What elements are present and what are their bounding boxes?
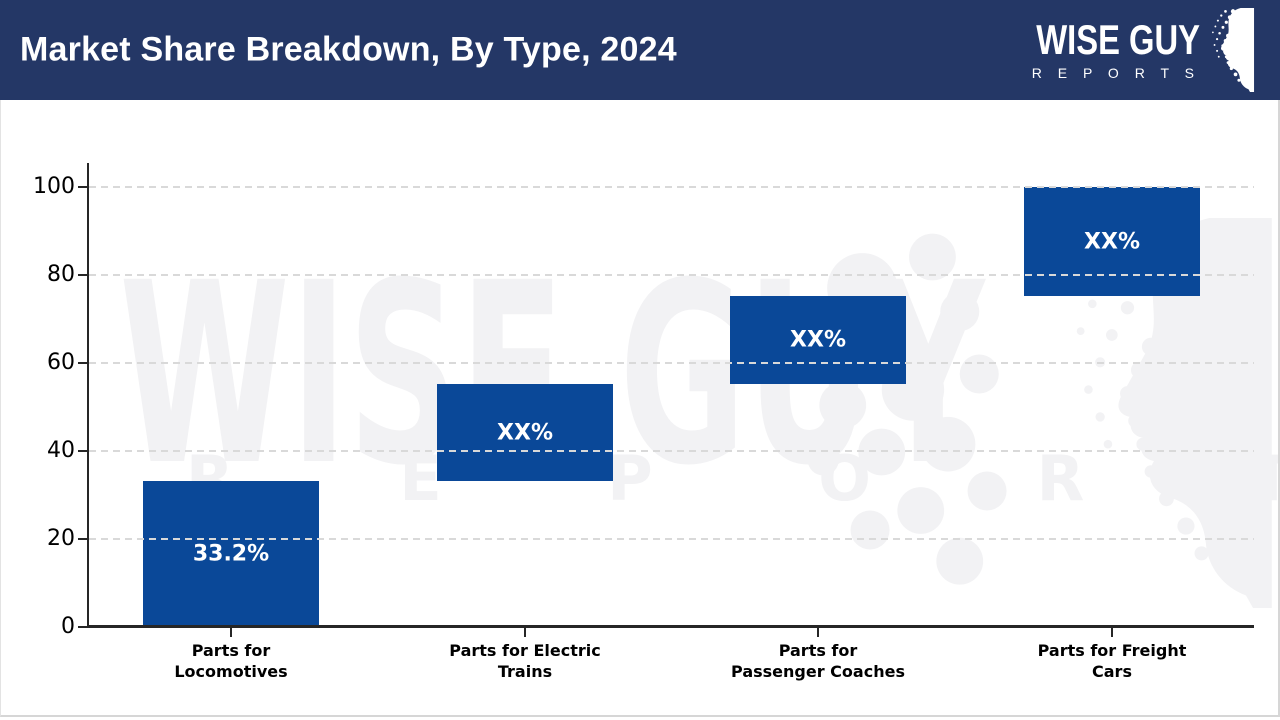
gridline-y-40 [89, 450, 1254, 452]
x-category-label: Parts for Electric Trains [449, 641, 601, 682]
y-tick-mark [78, 538, 87, 540]
bar-segment [1024, 187, 1200, 297]
header-bar: Market Share Breakdown, By Type, 2024 WI… [0, 0, 1280, 100]
x-category-label: Parts for Freight Cars [1037, 641, 1187, 682]
y-tick-label: 100 [33, 174, 75, 199]
bar-segment [730, 296, 906, 385]
x-tick-mark [524, 628, 526, 637]
bar-value-label: XX% [790, 327, 846, 353]
x-category-label: Parts for Locomotives [174, 641, 288, 682]
x-tick-mark [1111, 628, 1113, 637]
gridline-y-100 [89, 186, 1254, 188]
y-tick-label: 0 [61, 614, 75, 639]
y-tick-label: 20 [47, 526, 75, 551]
logo-face-icon [1212, 8, 1255, 92]
bar-segment [437, 384, 613, 481]
plot-area: 33.2% XX% XX% XX% 0 20 40 60 80 100 Parts for Loco… [1, 100, 1278, 715]
x-tick-mark [230, 628, 232, 637]
y-tick-mark [78, 274, 87, 276]
watermark-reports-text: R E P O R T S [186, 442, 1278, 515]
logo-reports-text: R E P O R T S [1031, 65, 1200, 81]
y-tick-label: 80 [47, 262, 75, 287]
bar-value-label: XX% [497, 420, 553, 446]
bar-value-label: XX% [1084, 229, 1140, 255]
logo-wiseguy-text: WISE GUY [1036, 16, 1200, 63]
y-tick-label: 60 [47, 350, 75, 375]
gridline-y-60 [89, 362, 1254, 364]
x-tick-mark [817, 628, 819, 637]
y-tick-mark [78, 626, 87, 628]
bar-value-label: 33.2% [192, 541, 270, 567]
page-title: Market Share Breakdown, By Type, 2024 [20, 30, 677, 69]
y-tick-mark [78, 362, 87, 364]
chart-canvas: WISE GUY R E P O R T S [0, 100, 1280, 717]
logo-text: WISE GUY R E P O R T S [990, 16, 1200, 82]
x-category-label: Parts for Passenger Coaches [731, 641, 905, 682]
y-tick-mark [78, 450, 87, 452]
y-tick-mark [78, 186, 87, 188]
x-axis-line [87, 625, 1254, 628]
gridline-y-20 [89, 538, 1254, 540]
bar-segment [143, 480, 319, 627]
wise-guy-logo: WISE GUY R E P O R T S [990, 6, 1266, 94]
y-axis-line [87, 163, 89, 627]
gridline-y-80 [89, 274, 1254, 276]
y-tick-label: 40 [47, 438, 75, 463]
